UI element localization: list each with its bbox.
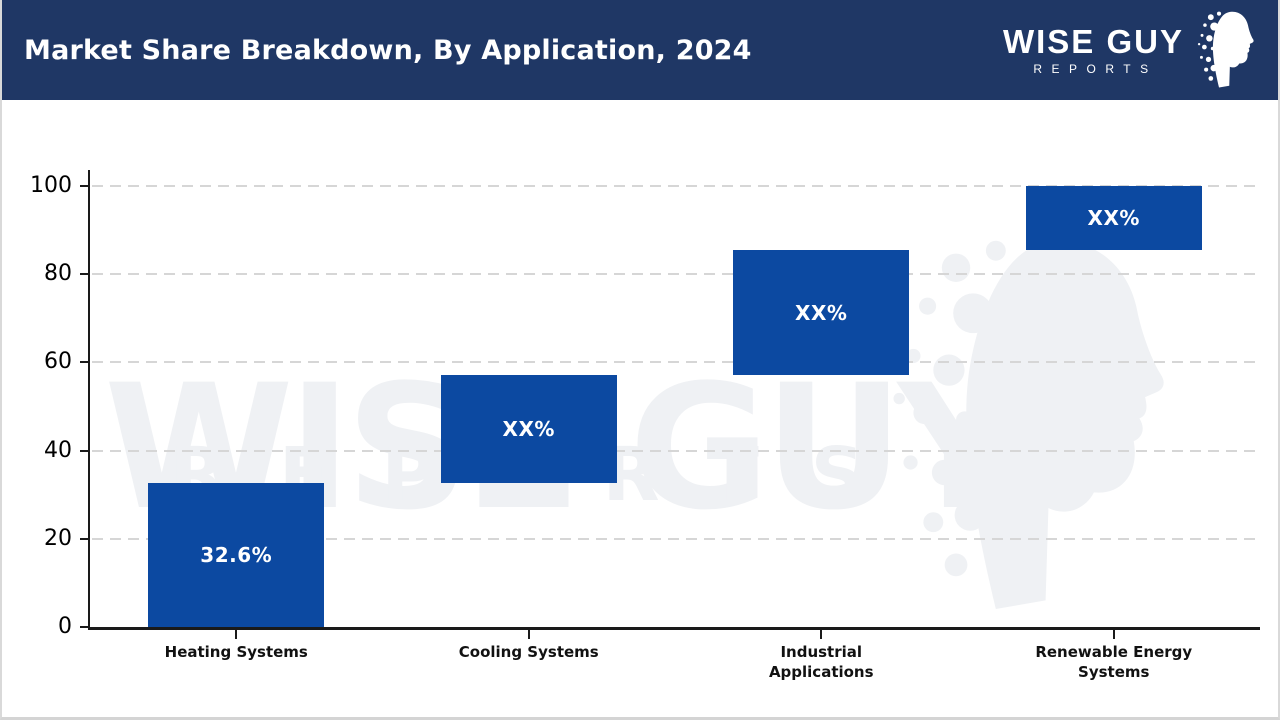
face-watermark-icon bbox=[893, 240, 1164, 609]
bar-value-label: XX% bbox=[795, 300, 848, 325]
y-tick-label-100: 100 bbox=[30, 173, 72, 198]
y-tick-label-0: 0 bbox=[58, 614, 72, 639]
y-tick-label-60: 60 bbox=[44, 349, 72, 375]
gridline-80 bbox=[92, 273, 1260, 276]
gridline-100 bbox=[92, 185, 1260, 187]
y-tick-mark-20 bbox=[80, 537, 90, 540]
header: Market Share Breakdown, By Application, … bbox=[2, 0, 1278, 100]
brand-logo: WISE GUY REPORTS bbox=[1003, 9, 1260, 91]
chart-title: Market Share Breakdown, By Application, … bbox=[24, 34, 752, 66]
bar-value-label: 32.6% bbox=[200, 543, 273, 568]
gridline-40 bbox=[92, 449, 1260, 452]
y-tick-label-40: 40 bbox=[44, 437, 72, 463]
x-category-label-1: Heating Systems bbox=[164, 643, 308, 661]
logo-wordmark: WISE GUY REPORTS bbox=[1003, 25, 1184, 76]
x-category-label-3: Industrial Applications bbox=[768, 643, 874, 681]
y-tick-mark-40 bbox=[80, 449, 90, 452]
bar-heating-systems: 32.6% bbox=[148, 483, 325, 627]
y-tick-label-20: 20 bbox=[44, 525, 72, 551]
logo-secondary-text: REPORTS bbox=[1033, 61, 1158, 76]
x-tick-mark bbox=[1112, 630, 1115, 639]
face-logo-icon bbox=[1197, 11, 1254, 88]
gridline-60 bbox=[92, 361, 1260, 364]
x-category-label-2: Cooling Systems bbox=[458, 643, 599, 661]
bar-value-label: XX% bbox=[1087, 205, 1140, 230]
x-axis-line bbox=[88, 627, 1260, 630]
x-tick-mark bbox=[820, 630, 823, 639]
x-tick-mark bbox=[527, 630, 530, 639]
y-tick-mark-100 bbox=[80, 185, 90, 187]
bar-cooling-systems: XX% bbox=[440, 375, 617, 484]
x-tick-mark bbox=[235, 630, 238, 639]
bar-value-label: XX% bbox=[502, 417, 555, 442]
y-tick-mark-60 bbox=[80, 361, 90, 364]
logo-primary-text: WISE GUY bbox=[1002, 22, 1184, 60]
y-tick-mark-80 bbox=[80, 273, 90, 276]
y-tick-label-80: 80 bbox=[44, 261, 72, 287]
gridline-20 bbox=[92, 537, 1260, 540]
bar-industrial-applications: XX% bbox=[733, 249, 910, 376]
bar-renewable-energy-systems: XX% bbox=[1025, 186, 1202, 250]
y-tick-mark-0 bbox=[80, 626, 90, 628]
x-category-label-4: Renewable Energy Systems bbox=[1035, 643, 1193, 681]
y-axis-line bbox=[88, 170, 90, 630]
